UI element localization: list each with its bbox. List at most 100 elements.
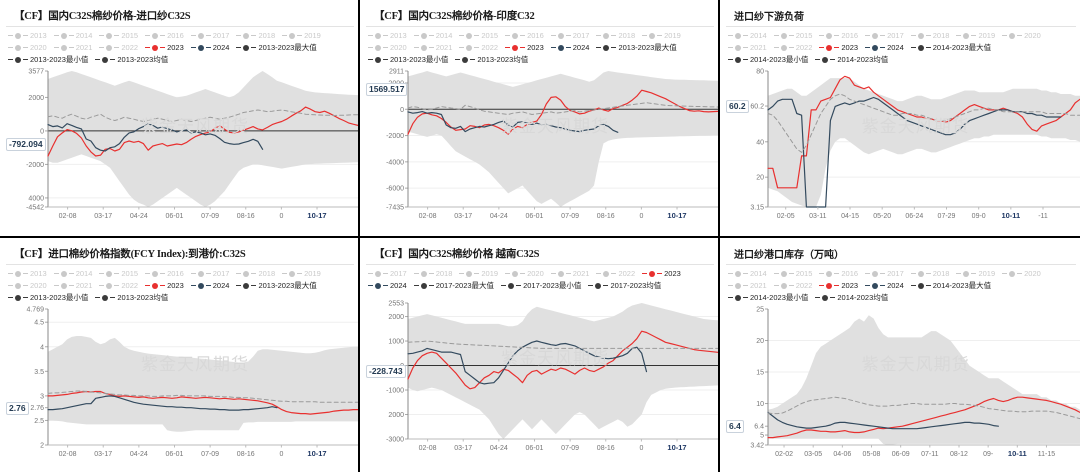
legend-item-2023[interactable]: 2023 <box>819 42 858 53</box>
legend-item-2014-2023最大值[interactable]: 2014-2023最大值 <box>910 280 991 291</box>
legend-item-2023[interactable]: 2023 <box>505 42 544 53</box>
legend-dash-icon <box>68 272 74 275</box>
legend-item-2020[interactable]: 2020 <box>1002 30 1041 41</box>
legend-item-2014-2023最大值[interactable]: 2014-2023最大值 <box>910 42 991 53</box>
legend-dot-icon <box>735 56 741 63</box>
x-axis-tick: 03-17 <box>454 213 472 220</box>
legend-item-2013[interactable]: 2013 <box>8 30 47 41</box>
legend-item-2018[interactable]: 2018 <box>236 30 275 41</box>
legend-dash-icon <box>925 34 931 37</box>
legend-item-2013-2023最小值[interactable]: 2013-2023最小值 <box>8 54 88 65</box>
legend-item-2013-2023均值[interactable]: 2013-2023均值 <box>455 54 528 65</box>
legend-item-2024[interactable]: 2024 <box>865 280 904 291</box>
legend-item-2024[interactable]: 2024 <box>368 280 407 291</box>
legend-dash-icon <box>880 272 886 275</box>
x-axis-tick: 03-17 <box>94 213 112 220</box>
legend-dash-icon <box>455 58 461 61</box>
legend-dash-icon <box>819 284 825 287</box>
legend-item-2021[interactable]: 2021 <box>53 42 92 53</box>
legend-dash-icon <box>114 34 120 37</box>
legend-item-2014[interactable]: 2014 <box>728 268 767 279</box>
legend-item-2014-2023最小值[interactable]: 2014-2023最小值 <box>728 292 808 303</box>
legend-item-2024[interactable]: 2024 <box>190 280 229 291</box>
legend-item-2013-2023均值[interactable]: 2013-2023均值 <box>95 54 168 65</box>
y-axis-tick: 2000 <box>388 412 404 419</box>
legend-item-2014[interactable]: 2014 <box>728 30 767 41</box>
legend-item-2019[interactable]: 2019 <box>459 268 498 279</box>
legend-item-2013[interactable]: 2013 <box>8 268 47 279</box>
legend-item-2017[interactable]: 2017 <box>865 268 904 279</box>
legend-item-2020[interactable]: 2020 <box>368 42 407 53</box>
legend-item-2019[interactable]: 2019 <box>642 30 681 41</box>
legend-item-2014[interactable]: 2014 <box>53 268 92 279</box>
legend-item-2020[interactable]: 2020 <box>505 268 544 279</box>
legend-dash-icon <box>145 284 151 287</box>
legend-item-2014[interactable]: 2014 <box>53 30 92 41</box>
legend-item-2017[interactable]: 2017 <box>368 268 407 279</box>
legend-item-2024[interactable]: 2024 <box>550 42 589 53</box>
legend-item-2014-2023均值[interactable]: 2014-2023均值 <box>815 54 888 65</box>
legend-item-2019[interactable]: 2019 <box>282 268 321 279</box>
legend-item-2015[interactable]: 2015 <box>773 268 812 279</box>
legend-item-2018[interactable]: 2018 <box>413 268 452 279</box>
legend-item-2016[interactable]: 2016 <box>145 30 184 41</box>
legend-item-2023[interactable]: 2023 <box>145 280 184 291</box>
legend-item-2023[interactable]: 2023 <box>145 42 184 53</box>
legend-item-2021[interactable]: 2021 <box>550 268 589 279</box>
y-axis-tick: 4.5 <box>34 320 44 327</box>
legend-dash-icon <box>470 58 476 61</box>
legend-item-2021[interactable]: 2021 <box>53 280 92 291</box>
legend-item-2017[interactable]: 2017 <box>550 30 589 41</box>
legend-item-2017[interactable]: 2017 <box>190 30 229 41</box>
legend-item-2021[interactable]: 2021 <box>413 42 452 53</box>
legend-item-2022[interactable]: 2022 <box>773 42 812 53</box>
legend-item-2019[interactable]: 2019 <box>956 30 995 41</box>
legend-item-2023[interactable]: 2023 <box>819 280 858 291</box>
legend-item-2015[interactable]: 2015 <box>99 268 138 279</box>
legend-item-2013-2023最大值[interactable]: 2013-2023最大值 <box>236 42 317 53</box>
legend-item-2024[interactable]: 2024 <box>190 42 229 53</box>
series-line-2024 <box>407 111 619 133</box>
legend-item-2016[interactable]: 2016 <box>145 268 184 279</box>
legend-item-2015[interactable]: 2015 <box>459 30 498 41</box>
legend-item-2022[interactable]: 2022 <box>459 42 498 53</box>
legend-item-2020[interactable]: 2020 <box>8 42 47 53</box>
legend-item-2018[interactable]: 2018 <box>236 268 275 279</box>
legend-dash-icon <box>520 34 526 37</box>
legend-item-2013-2023最小值[interactable]: 2013-2023最小值 <box>8 292 88 303</box>
legend-item-2021[interactable]: 2021 <box>728 280 767 291</box>
legend-item-2016[interactable]: 2016 <box>819 268 858 279</box>
legend-item-2018[interactable]: 2018 <box>910 30 949 41</box>
legend-item-2014[interactable]: 2014 <box>413 30 452 41</box>
legend-item-2017-2023最大值[interactable]: 2017-2023最大值 <box>413 280 494 291</box>
legend-item-2013-2023均值[interactable]: 2013-2023均值 <box>95 292 168 303</box>
legend-item-2013-2023最大值[interactable]: 2013-2023最大值 <box>236 280 317 291</box>
legend-item-2018[interactable]: 2018 <box>596 30 635 41</box>
legend-item-2013-2023最小值[interactable]: 2013-2023最小值 <box>368 54 448 65</box>
legend-item-2022[interactable]: 2022 <box>596 268 635 279</box>
legend-item-2021[interactable]: 2021 <box>728 42 767 53</box>
legend-item-2013[interactable]: 2013 <box>368 30 407 41</box>
legend-item-2013-2023最大值[interactable]: 2013-2023最大值 <box>596 42 677 53</box>
legend-item-2022[interactable]: 2022 <box>99 42 138 53</box>
legend-item-2017[interactable]: 2017 <box>865 30 904 41</box>
legend-item-2022[interactable]: 2022 <box>773 280 812 291</box>
legend-item-2020[interactable]: 2020 <box>1002 268 1041 279</box>
legend-item-2014-2023均值[interactable]: 2014-2023均值 <box>815 292 888 303</box>
legend-item-2020[interactable]: 2020 <box>8 280 47 291</box>
legend-item-2017-2023均值[interactable]: 2017-2023均值 <box>588 280 661 291</box>
legend-item-2015[interactable]: 2015 <box>773 30 812 41</box>
legend-item-2015[interactable]: 2015 <box>99 30 138 41</box>
legend-item-2017-2023最小值[interactable]: 2017-2023最小值 <box>501 280 581 291</box>
legend-item-2016[interactable]: 2016 <box>505 30 544 41</box>
legend-item-2019[interactable]: 2019 <box>956 268 995 279</box>
legend-item-2016[interactable]: 2016 <box>819 30 858 41</box>
legend-dash-icon <box>236 284 242 287</box>
legend-item-2024[interactable]: 2024 <box>865 42 904 53</box>
legend-item-2022[interactable]: 2022 <box>99 280 138 291</box>
legend-item-2014-2023最小值[interactable]: 2014-2023最小值 <box>728 54 808 65</box>
legend-item-2023[interactable]: 2023 <box>642 268 681 279</box>
legend-item-2019[interactable]: 2019 <box>282 30 321 41</box>
legend-item-2018[interactable]: 2018 <box>910 268 949 279</box>
legend-item-2017[interactable]: 2017 <box>190 268 229 279</box>
